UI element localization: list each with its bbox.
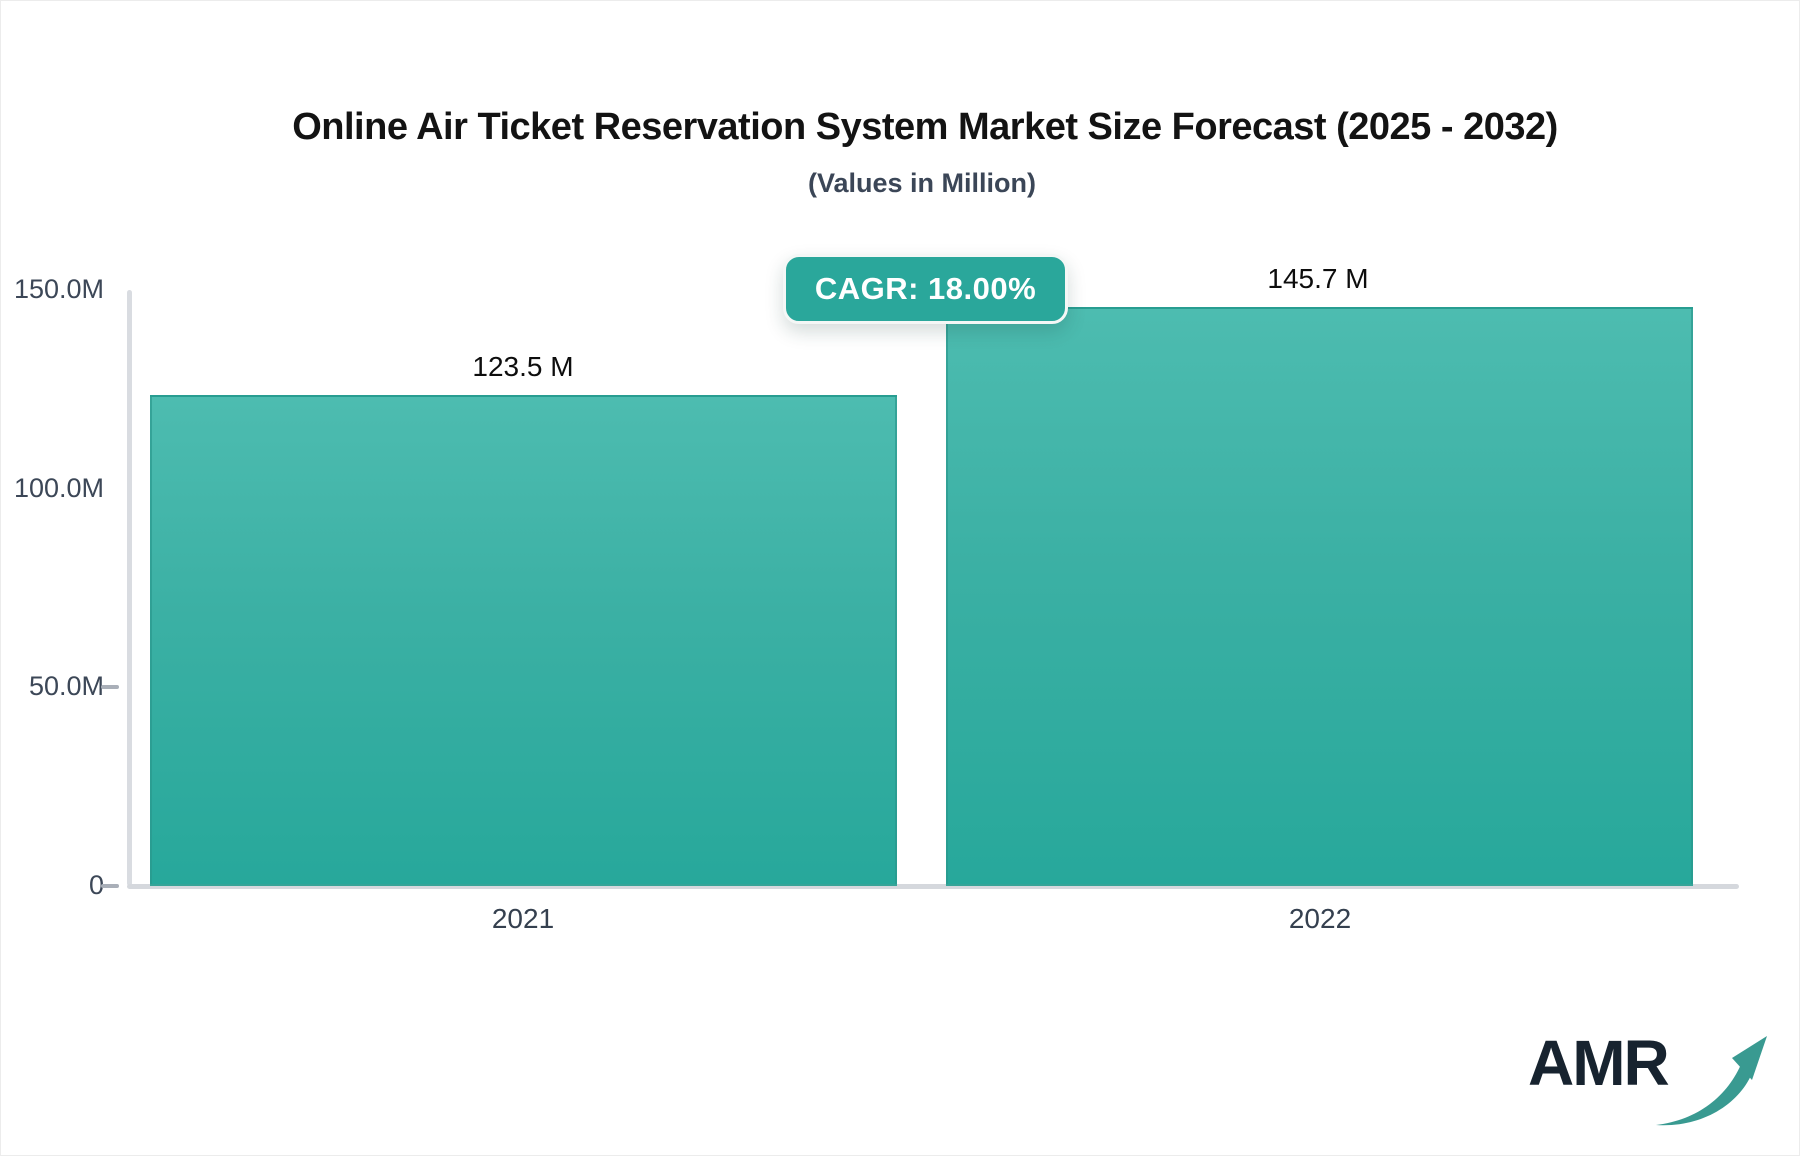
bar-value-label-2022: 145.7 M xyxy=(1267,263,1369,294)
y-tick-label-150m: 150.0M xyxy=(13,274,104,304)
x-tick-label-2022: 2022 xyxy=(1288,903,1352,934)
bar-2021 xyxy=(150,395,897,886)
chart-subtitle: (Values in Million) xyxy=(807,168,1037,198)
cagr-badge-label: CAGR: 18.00% xyxy=(814,271,1037,306)
bar-2022 xyxy=(946,307,1693,886)
bar-value-label-2021: 123.5 M xyxy=(472,351,574,382)
growth-arrow-icon xyxy=(1654,1034,1772,1135)
x-axis-line xyxy=(127,884,1739,889)
cagr-badge: CAGR: 18.00% xyxy=(783,254,1068,324)
brand-logo: AMR xyxy=(1528,1028,1772,1135)
y-tick-label-0: 0 xyxy=(88,870,104,900)
x-tick-label-2021: 2021 xyxy=(491,903,555,934)
brand-logo-text: AMR xyxy=(1528,1027,1670,1099)
y-tick-mark-50m xyxy=(101,685,119,689)
y-tick-mark-0 xyxy=(101,884,119,888)
y-tick-label-100m: 100.0M xyxy=(13,473,104,503)
y-tick-label-50m: 50.0M xyxy=(28,671,104,701)
chart-title: Online Air Ticket Reservation System Mar… xyxy=(292,106,1558,148)
y-axis-line xyxy=(127,290,132,886)
